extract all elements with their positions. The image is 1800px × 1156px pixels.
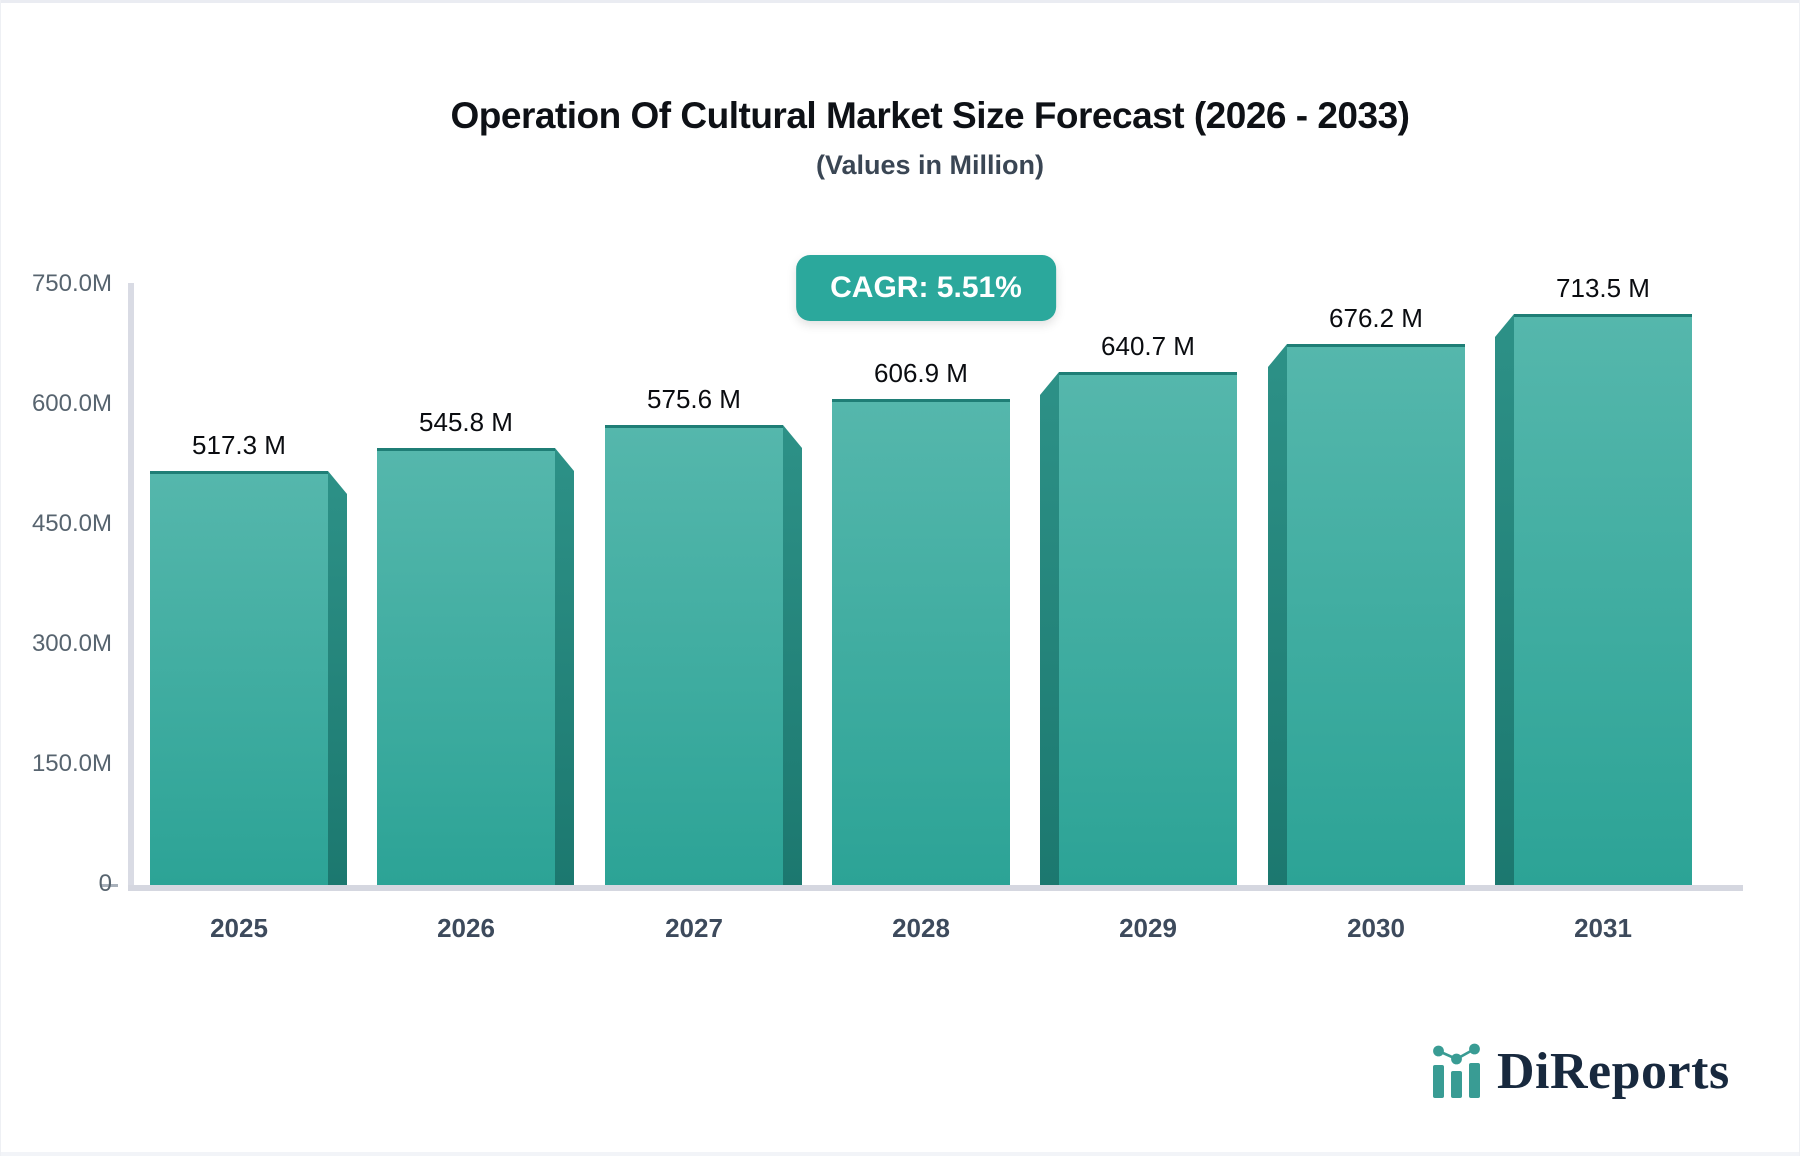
y-axis-line <box>128 283 134 891</box>
bar-side-shadow <box>1495 314 1514 885</box>
bar-2029: 640.7 M 2029 <box>1040 331 1237 943</box>
bar-2025: 517.3 M 2025 <box>150 430 347 943</box>
y-axis-tick-label: 600.0M <box>31 390 112 417</box>
bar-value-label: 713.5 M <box>1556 273 1650 303</box>
direports-logo: DiReports <box>1428 1038 1730 1100</box>
bar-value-label: 606.9 M <box>874 358 968 388</box>
bar-side-shadow <box>555 448 574 885</box>
cagr-badge: CAGR: 5.51% <box>796 255 1056 321</box>
chart-subtitle: (Values in Million) <box>815 150 1045 180</box>
bar-value-label: 640.7 M <box>1101 331 1195 361</box>
y-axis-zero-tick <box>100 884 118 887</box>
bar-side-shadow <box>328 471 347 885</box>
x-axis-category-label: 2025 <box>210 913 268 943</box>
bar-chart-trend-icon <box>1433 1043 1480 1098</box>
bar-2026: 545.8 M 2026 <box>377 407 574 943</box>
x-axis-category-label: 2029 <box>1119 913 1177 943</box>
y-axis-tick-label: 300.0M <box>31 630 112 657</box>
bar-face <box>1059 372 1237 885</box>
bar-value-label: 517.3 M <box>192 430 286 460</box>
y-axis-tick-label: 450.0M <box>31 510 112 537</box>
bar-2031: 713.5 M 2031 <box>1495 273 1692 943</box>
page-edge-top <box>0 0 1800 3</box>
bar-2030: 676.2 M 2030 <box>1268 303 1465 943</box>
bar-face <box>150 471 328 885</box>
bar-face <box>1514 314 1692 885</box>
y-axis-tick-label: 750.0M <box>31 270 112 297</box>
chart-title: Operation Of Cultural Market Size Foreca… <box>450 95 1411 136</box>
bar-side-shadow <box>1268 344 1287 885</box>
bar-value-label: 545.8 M <box>419 407 513 437</box>
bar-2028: 606.9 M 2028 <box>832 358 1010 943</box>
x-axis-category-label: 2030 <box>1347 913 1405 943</box>
y-axis-tick-label: 150.0M <box>31 750 112 777</box>
x-axis-category-label: 2031 <box>1574 913 1632 943</box>
y-axis-tick-label: 0 <box>98 870 112 897</box>
bar-face <box>1287 344 1465 885</box>
page-edge-bottom <box>0 1152 1800 1156</box>
bar-2027: 575.6 M 2027 <box>605 384 802 943</box>
bar-side-shadow <box>1040 372 1059 885</box>
logo-text: DiReports <box>1497 1042 1730 1100</box>
x-axis-category-label: 2027 <box>665 913 723 943</box>
bar-face <box>832 399 1010 885</box>
page-edge-left <box>0 0 1 1156</box>
x-axis-category-label: 2026 <box>437 913 495 943</box>
x-axis-baseline <box>128 885 1743 891</box>
x-axis-category-label: 2028 <box>892 913 950 943</box>
bar-side-shadow <box>783 425 802 885</box>
bar-face <box>605 425 783 885</box>
bar-value-label: 575.6 M <box>647 384 741 414</box>
bar-face <box>377 448 555 885</box>
bar-value-label: 676.2 M <box>1329 303 1423 333</box>
